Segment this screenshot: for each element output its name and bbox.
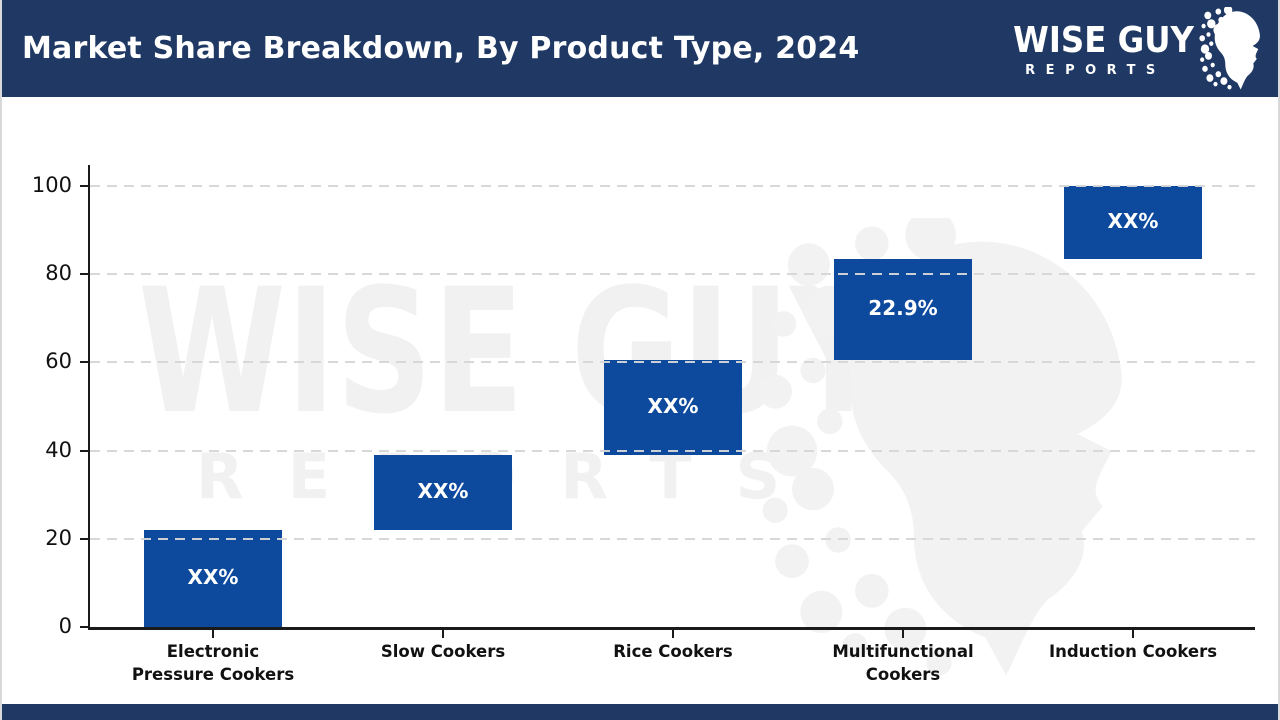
brand-face-logo-icon (1199, 6, 1260, 89)
watermark-text-wiseguy: WISE GUY (138, 251, 888, 452)
header-bar: Market Share Breakdown, By Product Type,… (2, 0, 1278, 97)
footer-bar (2, 704, 1278, 720)
bar-value-label: XX% (187, 565, 239, 590)
brand-logo-text: WISE GUY REPORTS (993, 20, 1194, 79)
bar-segment (1064, 186, 1202, 259)
brand-subname: REPORTS (1025, 63, 1166, 78)
bar-segment (374, 455, 512, 530)
chart-title: Market Share Breakdown, By Product Type,… (22, 31, 860, 66)
bar-segment (834, 258, 972, 360)
bar-segment (144, 529, 282, 627)
bar-segment (604, 359, 742, 455)
brand-name: WISE GUY (1013, 20, 1194, 61)
brand-logo: WISE GUY REPORTS (993, 6, 1268, 91)
bar-value-label: XX% (647, 394, 699, 419)
bar-value-label: XX% (417, 479, 469, 504)
bar-value-label: 22.9% (868, 296, 938, 321)
bar-value-label: XX% (1107, 209, 1159, 234)
